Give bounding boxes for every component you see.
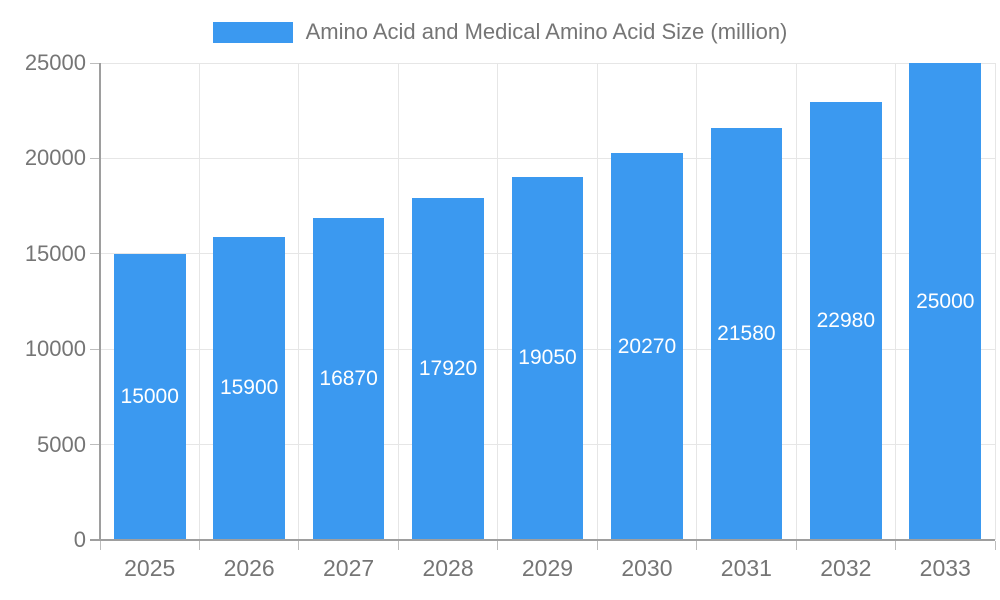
bar: 20270 [611, 153, 683, 540]
gridline-h [100, 157, 995, 159]
x-tick-mark [795, 541, 797, 550]
y-tick-label: 20000 [24, 145, 86, 171]
bar: 15900 [213, 236, 285, 540]
bar: 22980 [810, 101, 882, 540]
bar-value-label: 22980 [816, 308, 876, 332]
x-tick-label: 2025 [124, 555, 176, 581]
x-axis-line [90, 539, 995, 541]
gridline-v [497, 63, 499, 540]
y-tick-label: 10000 [24, 336, 86, 362]
bar-value-label: 15000 [120, 384, 179, 408]
y-tick-mark [90, 444, 100, 446]
gridline-v [397, 63, 399, 540]
x-tick-label: 2033 [919, 555, 971, 581]
x-tick-mark [596, 541, 598, 550]
y-tick-mark [90, 348, 100, 350]
bar: 19050 [511, 176, 584, 540]
chart-legend: Amino Acid and Medical Amino Acid Size (… [0, 14, 1000, 50]
bar: 25000 [909, 63, 982, 540]
gridline-v [198, 63, 200, 540]
x-tick-mark [497, 541, 499, 550]
gridline-h [100, 62, 995, 64]
gridline-v [994, 63, 996, 540]
bar-value-label: 21580 [717, 322, 776, 346]
x-tick-label: 2028 [422, 555, 474, 581]
x-tick-label: 2030 [621, 555, 673, 581]
bar-value-label: 25000 [916, 289, 975, 313]
bar: 21580 [710, 128, 783, 540]
gridline-v [596, 63, 598, 540]
bar-value-label: 19050 [518, 346, 577, 370]
x-tick-label: 2032 [820, 555, 872, 581]
x-tick-mark [696, 541, 698, 550]
bar: 17920 [412, 198, 484, 540]
x-tick-label: 2027 [323, 555, 375, 581]
legend-label: Amino Acid and Medical Amino Acid Size (… [305, 19, 788, 44]
x-tick-label: 2026 [223, 555, 275, 581]
x-tick-label: 2029 [521, 555, 574, 581]
gridline-v [895, 63, 897, 540]
gridline-v [298, 63, 300, 540]
y-tick-label: 0 [73, 527, 86, 552]
bar-value-label: 20270 [617, 334, 677, 358]
legend-swatch [212, 21, 293, 43]
y-tick-label: 5000 [37, 431, 86, 457]
bar-value-label: 17920 [418, 357, 478, 381]
y-axis-line [99, 63, 101, 540]
x-tick-mark [298, 541, 300, 550]
x-tick-label: 2031 [720, 555, 772, 581]
x-tick-mark [99, 541, 101, 550]
y-tick-mark [90, 253, 100, 255]
bar: 15000 [113, 253, 186, 540]
x-tick-mark [895, 541, 897, 550]
bar: 16870 [312, 218, 385, 540]
y-tick-mark [90, 157, 100, 159]
y-tick-label: 25000 [24, 50, 86, 75]
y-tick-label: 15000 [24, 240, 86, 266]
gridline-v [795, 63, 797, 540]
x-tick-mark [198, 541, 200, 550]
x-tick-mark [994, 541, 996, 550]
gridline-v [696, 63, 698, 540]
x-tick-mark [397, 541, 399, 550]
bar-value-label: 15900 [219, 376, 279, 400]
y-tick-mark [90, 62, 100, 64]
bar-value-label: 16870 [319, 367, 378, 391]
